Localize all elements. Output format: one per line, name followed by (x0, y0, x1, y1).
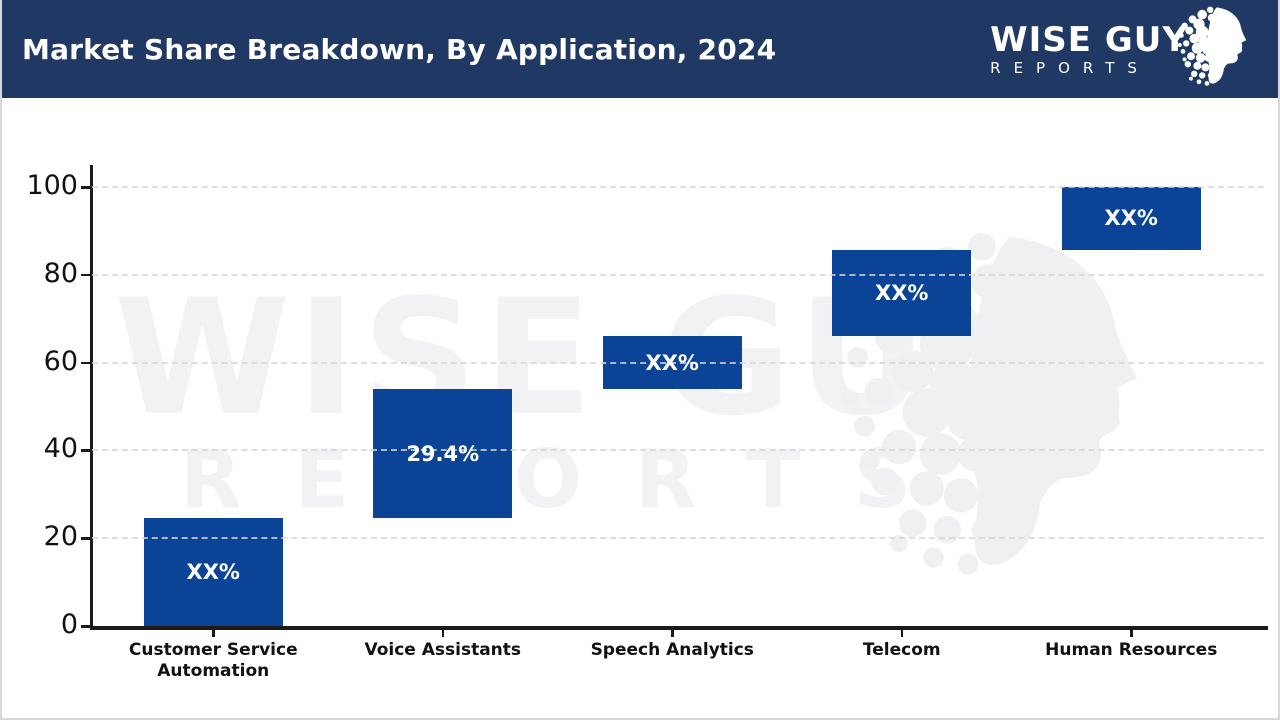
gridline (92, 537, 1264, 540)
bar-value-label: 29.4% (406, 441, 480, 466)
y-tick (81, 625, 90, 628)
x-tick (441, 630, 445, 637)
bar (832, 249, 972, 336)
y-tick-label: 0 (60, 609, 78, 640)
bar-value-label: XX% (1104, 206, 1158, 231)
bar-value-label: XX% (645, 350, 699, 375)
x-tick (1130, 630, 1133, 637)
logo-head-icon (1177, 6, 1247, 86)
y-tick-label: 80 (43, 257, 78, 289)
y-tick-label: 100 (26, 170, 78, 201)
bar (1061, 187, 1201, 250)
y-tick-label: 60 (43, 345, 78, 377)
x-tick (212, 630, 215, 637)
chart-title: Market Share Breakdown, By Application, … (22, 32, 777, 66)
x-tick-label: Telecom (862, 640, 941, 660)
x-tick-label: Speech Analytics (590, 640, 754, 660)
logo-text: WISE GUY REPORTS (990, 23, 1188, 76)
y-tick (81, 449, 90, 452)
x-axis-line (90, 626, 1268, 630)
header-bar: Market Share Breakdown, By Application, … (2, 0, 1278, 98)
x-tick (900, 630, 904, 637)
watermark-reports-text: REPORTS (180, 433, 965, 526)
logo-wordmark: WISE GUY (990, 19, 1188, 60)
y-tick-label: 40 (43, 433, 78, 465)
y-tick (81, 361, 90, 365)
bar-value-label: XX% (186, 560, 240, 585)
gridline (92, 186, 1264, 188)
x-tick (671, 630, 674, 637)
y-axis-line (90, 165, 93, 628)
gridline (92, 449, 1264, 452)
bar (373, 389, 513, 519)
bar (143, 518, 283, 626)
y-tick (81, 537, 90, 540)
y-tick-label: 20 (43, 521, 78, 553)
x-tick-label: Human Resources (1045, 640, 1218, 660)
y-tick (81, 273, 90, 277)
logo-subtext: REPORTS (990, 58, 1150, 77)
x-tick-label: Customer Service Automation (128, 640, 298, 682)
gridline (92, 361, 1264, 364)
wise-guy-reports-logo: WISE GUY REPORTS (990, 5, 1256, 93)
y-tick (81, 186, 90, 189)
x-tick-label: Voice Assistants (364, 640, 522, 660)
gridline (92, 273, 1264, 276)
bar-value-label: XX% (875, 280, 929, 305)
